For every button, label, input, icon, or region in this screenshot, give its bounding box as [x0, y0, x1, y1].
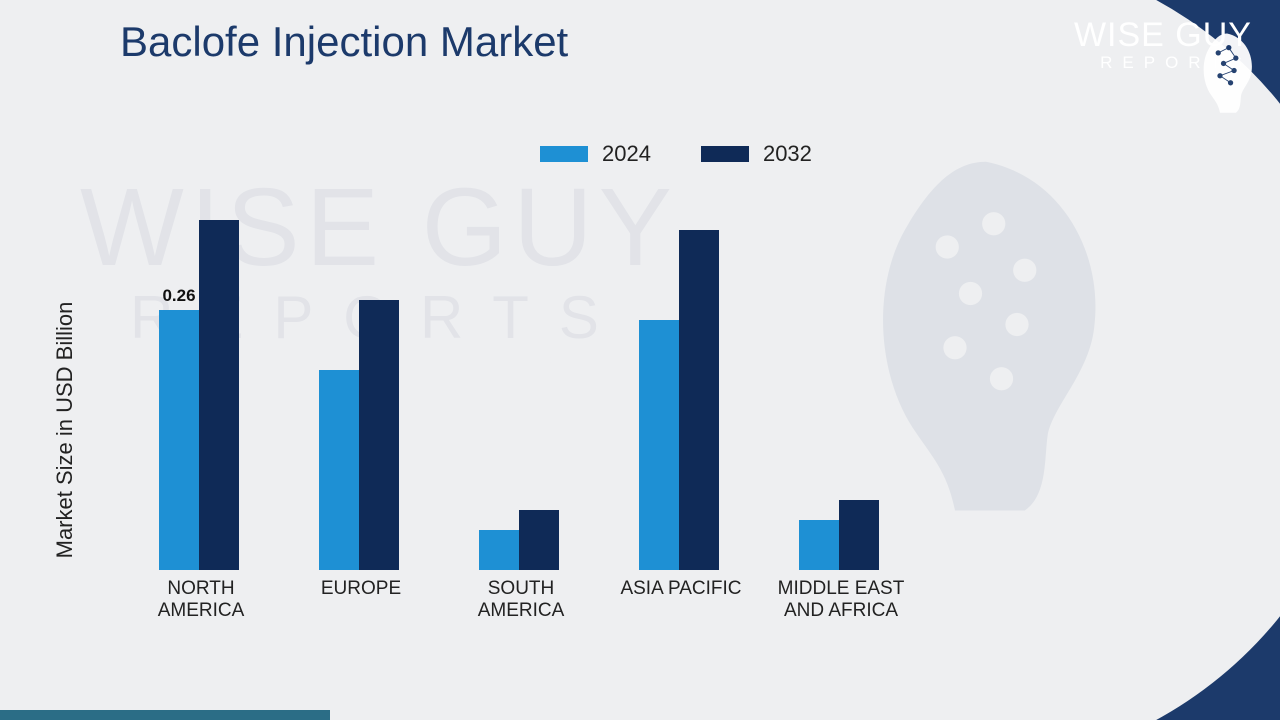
legend-swatch-2032 [701, 146, 749, 162]
page: WISE GUY REPORTS WISE GUY REPORTS Baclof… [0, 0, 1280, 720]
bar-value-label: 0.26 [149, 286, 209, 306]
category-label: EUROPE [291, 578, 431, 600]
category-label: MIDDLE EAST AND AFRICA [771, 578, 911, 622]
legend-swatch-2024 [540, 146, 588, 162]
legend-item-2032: 2032 [701, 140, 812, 167]
category-label: SOUTH AMERICA [451, 578, 591, 622]
legend-label-2032: 2032 [763, 141, 812, 166]
bar-2024 [639, 320, 679, 570]
bottom-accent-bar [0, 710, 330, 720]
bar-chart: Market Size in USD Billion 2024 2032 NOR… [60, 140, 940, 700]
legend-label-2024: 2024 [602, 141, 651, 166]
bar-2024 [479, 530, 519, 570]
category-label: NORTH AMERICA [131, 578, 271, 622]
plot-area: NORTH AMERICA0.26EUROPESOUTH AMERICAASIA… [130, 170, 930, 570]
bar-2024 [799, 520, 839, 570]
bar-2024 [319, 370, 359, 570]
y-axis-label: Market Size in USD Billion [52, 302, 78, 559]
brand-head-icon [1184, 30, 1256, 118]
category-label: ASIA PACIFIC [611, 578, 751, 600]
bar-2032 [679, 230, 719, 570]
brand-logo: WISE GUY REPORTS [1074, 18, 1252, 71]
bar-2032 [519, 510, 559, 570]
bar-2032 [359, 300, 399, 570]
bar-2032 [839, 500, 879, 570]
legend: 2024 2032 [540, 140, 812, 167]
bar-2032 [199, 220, 239, 570]
legend-item-2024: 2024 [540, 140, 651, 167]
bar-2024 [159, 310, 199, 570]
page-title: Baclofe Injection Market [120, 18, 568, 66]
